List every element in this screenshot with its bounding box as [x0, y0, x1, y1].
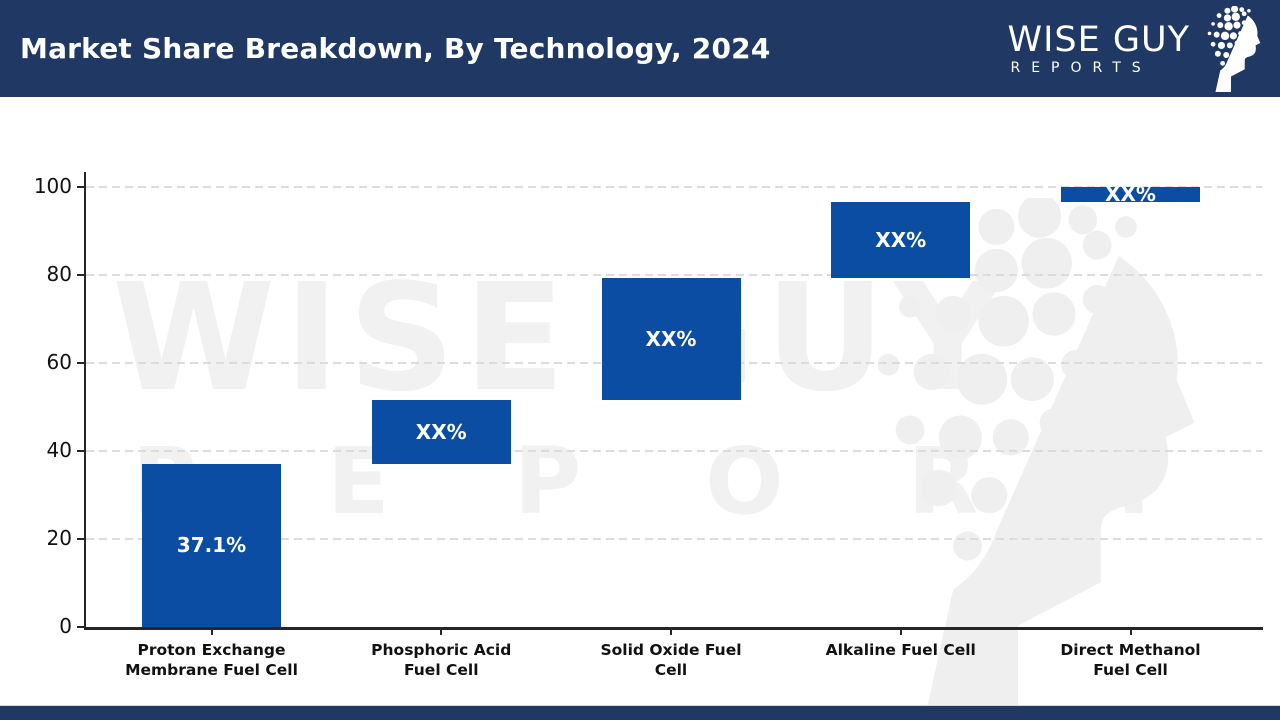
bar-value-label: 37.1% [176, 533, 247, 558]
bar-segment: XX% [1061, 182, 1200, 207]
page-title: Market Share Breakdown, By Technology, 2… [20, 32, 771, 65]
bar-value-label: XX% [415, 419, 467, 444]
y-axis-tick [77, 186, 85, 188]
gridline-y80 [86, 274, 1262, 276]
bar-value-label: XX% [645, 326, 697, 351]
x-axis-tick [210, 629, 213, 635]
watermark-text-primary: WISE GUY [112, 252, 1011, 424]
y-axis-line [84, 172, 86, 629]
gridline-y20 [86, 538, 1262, 540]
gridline-y40 [86, 450, 1262, 452]
bar-value-label: XX% [1105, 182, 1156, 207]
bar-segment: 37.1% [142, 463, 281, 627]
y-tick-label: 80 [46, 262, 72, 286]
y-axis-tick [77, 450, 85, 452]
logo-primary-text: WISE GUY [1007, 19, 1190, 60]
wiseguy-logo-text: WISE GUY REPORTS [1007, 22, 1190, 76]
header-bar: Market Share Breakdown, By Technology, 2… [0, 0, 1280, 97]
gridline-y100 [86, 186, 1262, 188]
x-axis-line [84, 627, 1263, 630]
x-category-label-line: Solid Oxide Fuel [600, 641, 742, 659]
x-category-label: Direct Methanol Fuel Cell [1011, 640, 1251, 680]
x-category-label: Proton Exchange Membrane Fuel Cell [92, 640, 332, 680]
y-tick-label: 40 [46, 438, 72, 462]
logo-secondary-text: REPORTS [1010, 59, 1152, 76]
x-axis-tick [1129, 629, 1132, 635]
bar-segment: XX% [831, 201, 971, 279]
x-category-label-line: Phosphoric Acid [371, 641, 512, 659]
x-axis-tick [899, 629, 902, 635]
x-category-label: Phosphoric Acid Fuel Cell [321, 640, 561, 680]
wiseguy-head-icon [1207, 5, 1261, 92]
x-category-label-line: Fuel Cell [1093, 661, 1168, 679]
y-tick-label: 100 [33, 174, 72, 198]
y-axis-tick [77, 538, 85, 540]
x-category-label-line: Proton Exchange [137, 641, 286, 659]
x-category-label-line: Membrane Fuel Cell [125, 661, 298, 679]
y-tick-label: 60 [46, 350, 72, 374]
y-axis-tick [77, 362, 85, 364]
x-category-label-line: Cell [654, 661, 688, 679]
bar-value-label: XX% [875, 228, 927, 252]
x-axis-tick [440, 629, 443, 635]
y-axis-tick [77, 274, 85, 276]
y-tick-label: 0 [59, 614, 72, 638]
bar-segment: XX% [371, 399, 511, 464]
x-category-label: Alkaline Fuel Cell [781, 640, 1021, 660]
x-category-label-line: Direct Methanol [1060, 641, 1201, 659]
x-category-label: Solid Oxide Fuel Cell [551, 640, 791, 680]
x-axis-tick [670, 629, 672, 635]
y-tick-label: 20 [46, 526, 72, 550]
x-category-label-line: Fuel Cell [403, 661, 479, 679]
bar-segment: XX% [601, 278, 741, 400]
y-axis-tick [77, 626, 85, 628]
x-category-label-line: Alkaline Fuel Cell [825, 641, 976, 659]
wiseguy-logo: WISE GUY REPORTS [1007, 5, 1280, 92]
footer-bar [0, 705, 1280, 720]
